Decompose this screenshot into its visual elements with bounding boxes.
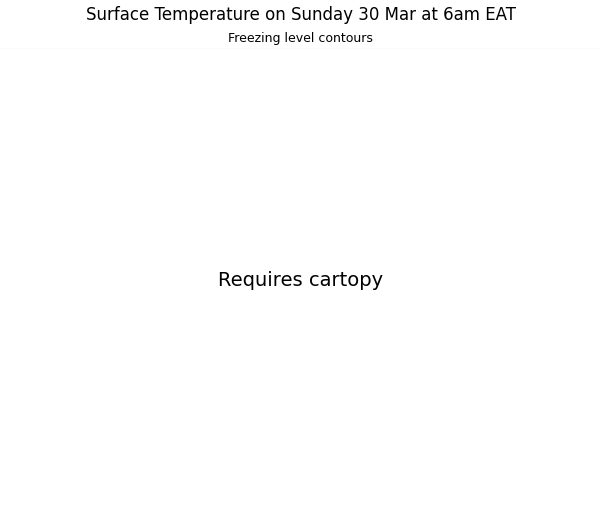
Text: Freezing level contours: Freezing level contours <box>228 31 373 45</box>
Text: Surface Temperature on Sunday 30 Mar at 6am EAT: Surface Temperature on Sunday 30 Mar at … <box>85 6 516 24</box>
Text: Requires cartopy: Requires cartopy <box>218 271 383 290</box>
